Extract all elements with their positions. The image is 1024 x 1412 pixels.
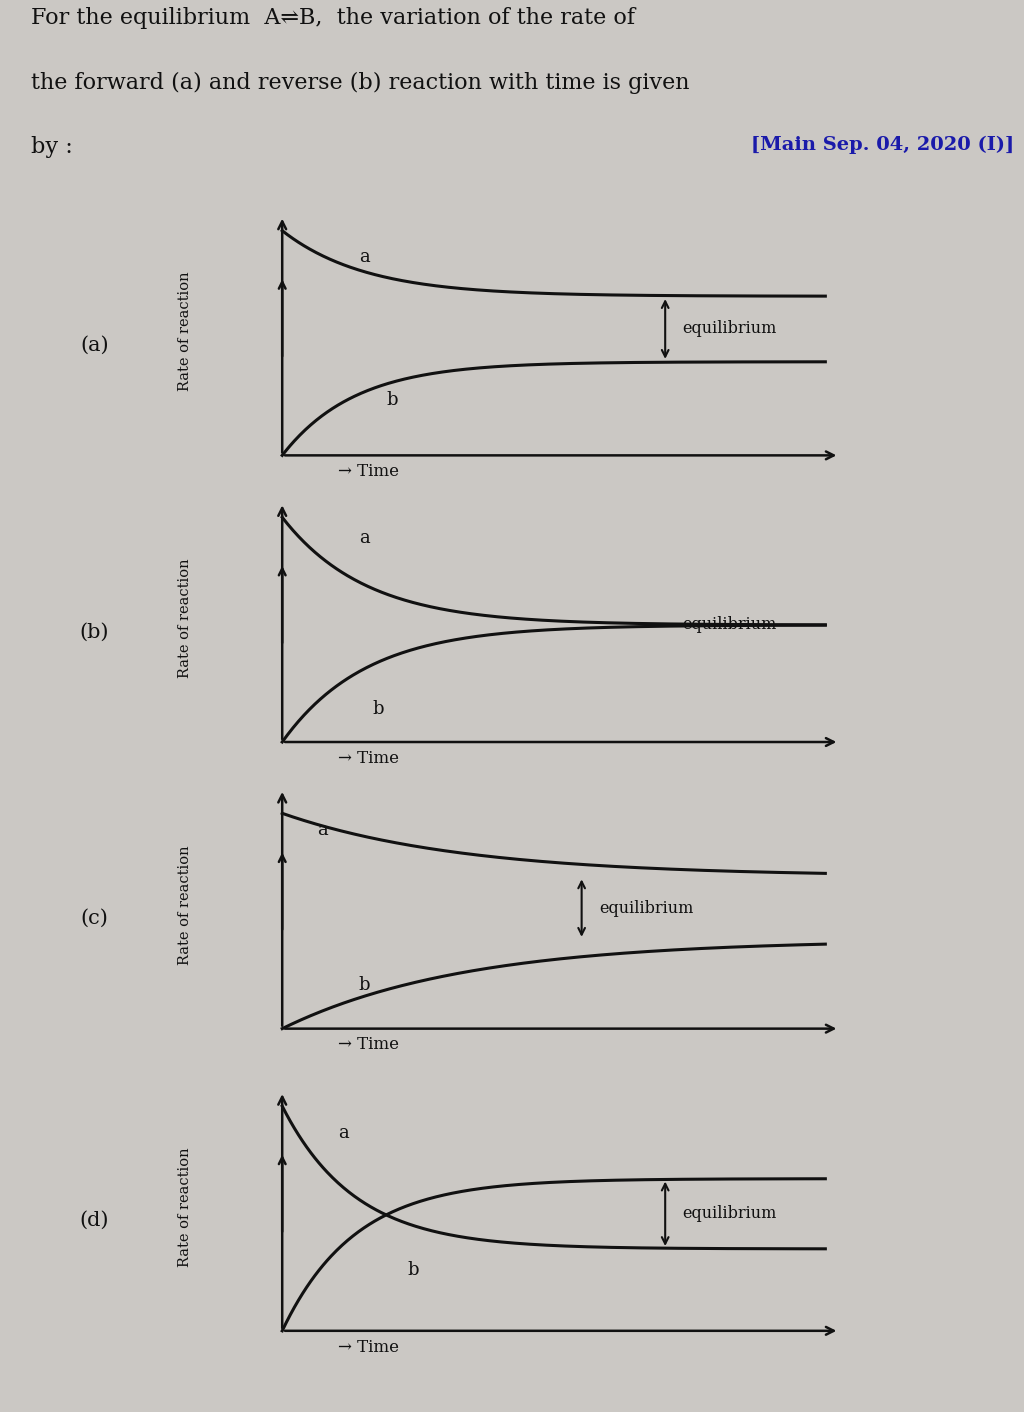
Text: a: a [317,822,328,839]
Text: by :: by : [31,136,73,158]
Text: the forward (a) and reverse (b) reaction with time is given: the forward (a) and reverse (b) reaction… [31,72,689,93]
Text: (d): (d) [80,1211,109,1230]
Text: equilibrium: equilibrium [599,899,693,916]
Text: b: b [408,1261,419,1279]
Text: For the equilibrium  A⇌B,  the variation of the rate of: For the equilibrium A⇌B, the variation o… [31,7,635,30]
Text: b: b [358,976,371,994]
Text: → Time: → Time [338,1036,399,1053]
Text: a: a [338,1124,348,1141]
Text: equilibrium: equilibrium [683,617,777,634]
Text: [Main Sep. 04, 2020 (I)]: [Main Sep. 04, 2020 (I)] [751,136,1014,154]
Text: (b): (b) [80,623,109,641]
Text: → Time: → Time [338,1339,399,1356]
Text: b: b [373,700,384,717]
Text: Rate of reaction: Rate of reaction [178,1147,191,1267]
Text: b: b [387,391,398,409]
Text: (c): (c) [80,909,109,928]
Text: (a): (a) [80,336,109,354]
Text: Rate of reaction: Rate of reaction [178,558,191,678]
Text: → Time: → Time [338,750,399,767]
Text: Rate of reaction: Rate of reaction [178,271,191,391]
Text: equilibrium: equilibrium [683,321,777,337]
Text: Rate of reaction: Rate of reaction [178,844,191,964]
Text: → Time: → Time [338,463,399,480]
Text: a: a [358,530,370,548]
Text: equilibrium: equilibrium [683,1206,777,1223]
Text: a: a [358,249,370,265]
